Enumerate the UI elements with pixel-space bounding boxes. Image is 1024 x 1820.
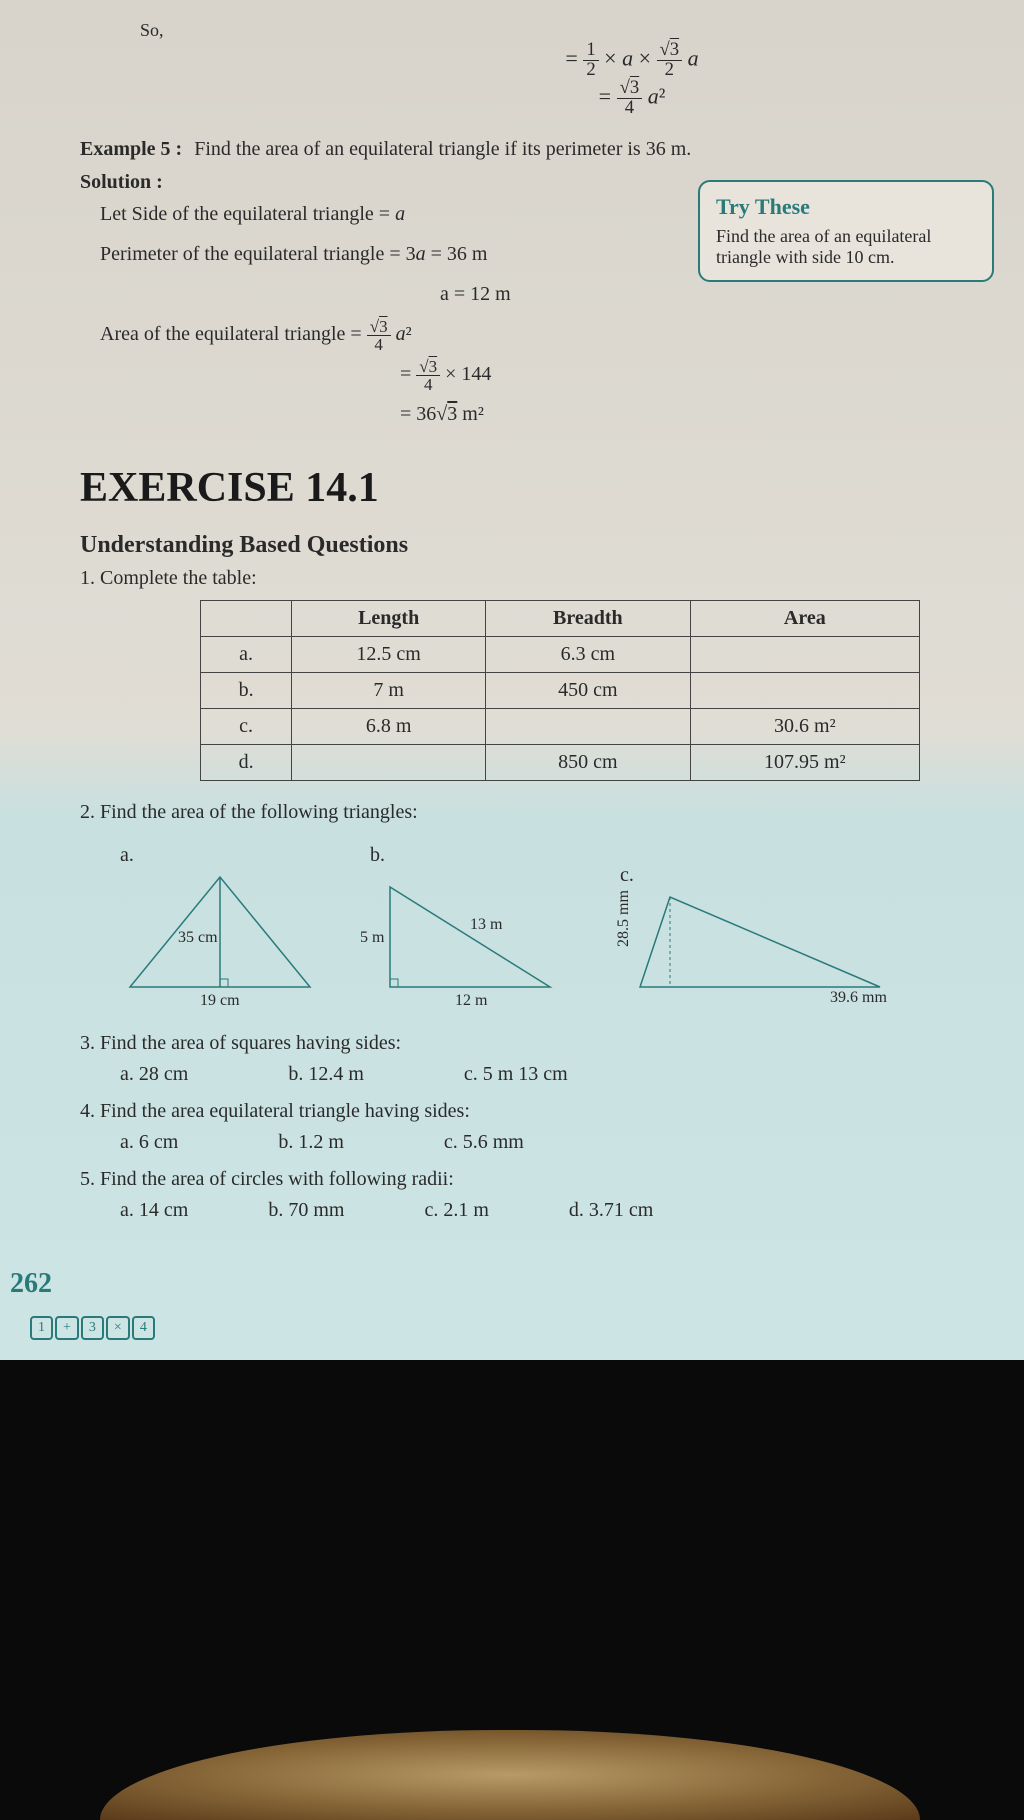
table-row: b. 7 m 450 cm [201,672,920,708]
q2-text: 2. Find the area of the following triang… [80,801,984,824]
q3-opt-a: a. 28 cm [120,1063,188,1086]
q4-opt-a: a. 6 cm [120,1131,178,1154]
table-row: d. 850 cm 107.95 m² [201,744,920,780]
cell [292,744,486,780]
solution-line-6: = 36√3 m² [400,394,984,434]
table-row: c. 6.8 m 30.6 m² [201,708,920,744]
q5-text: 5. Find the area of circles with followi… [80,1168,984,1191]
q3-opt-b: b. 12.4 m [288,1063,364,1086]
triangle-b-svg: 5 m 13 m 12 m [370,867,570,1007]
triangles-row: a. 35 cm 19 cm b. 5 m 13 m 12 m c. [120,844,984,1012]
cell: c. [201,708,292,744]
train-decoration-icon: 1+3×4 [30,1316,155,1340]
q5-opt-b: b. 70 mm [268,1199,344,1222]
cell: 107.95 m² [690,744,919,780]
q4-options: a. 6 cm b. 1.2 m c. 5.6 mm [120,1131,984,1154]
example-5: Example 5 : Find the area of an equilate… [80,138,984,161]
page-number: 262 [10,1268,52,1300]
top-formulas: So, = 12 × a × √32 a = √34 a² [80,20,984,118]
q3-options: a. 28 cm b. 12.4 m c. 5 m 13 cm [120,1063,984,1086]
formula-line-2: = √34 a² [280,79,984,117]
q5-opt-d: d. 3.71 cm [569,1199,653,1222]
tri-a-height: 35 cm [178,929,218,946]
textbook-page: So, = 12 × a × √32 a = √34 a² Example 5 … [0,0,1024,1820]
dark-background-region [0,1360,1024,1820]
formula-block: = 12 × a × √32 a = √34 a² [280,41,984,118]
triangle-b: b. 5 m 13 m 12 m [370,844,570,1012]
triangle-a: a. 35 cm 19 cm [120,844,320,1012]
exercise-title: EXERCISE 14.1 [80,464,984,512]
cell [486,708,691,744]
cell: a. [201,636,292,672]
q4-opt-c: c. 5.6 mm [444,1131,524,1154]
solution-line-4: Area of the equilateral triangle = √34 a… [100,314,984,354]
tri-a-base: 19 cm [200,992,240,1009]
triangle-a-svg: 35 cm 19 cm [120,867,320,1007]
tri-b-label: b. [370,844,570,867]
try-these-text: Find the area of an equilateral triangle… [716,226,976,268]
q3-opt-c: c. 5 m 13 cm [464,1063,568,1086]
q3-text: 3. Find the area of squares having sides… [80,1032,984,1055]
th-area: Area [690,600,919,636]
q1-table: Length Breadth Area a. 12.5 cm 6.3 cm b.… [200,600,920,781]
cell: 850 cm [486,744,691,780]
cell: 450 cm [486,672,691,708]
bread-crust-decoration [100,1730,920,1820]
tri-b-height: 5 m [360,929,385,946]
try-these-title: Try These [716,194,976,220]
tri-c-base: 39.6 mm [830,989,887,1006]
cell: d. [201,744,292,780]
example-label: Example 5 : [80,138,182,160]
so-label: So, [140,20,164,40]
example-prompt: Find the area of an equilateral triangle… [194,138,691,160]
table-row: a. 12.5 cm 6.3 cm [201,636,920,672]
q5-options: a. 14 cm b. 70 mm c. 2.1 m d. 3.71 cm [120,1199,984,1222]
triangle-c: c. 28.5 mm 39.6 mm [620,864,900,1012]
cell: 6.8 m [292,708,486,744]
solution-line-5: = √34 × 144 [400,354,984,394]
cell: 6.3 cm [486,636,691,672]
cell [690,636,919,672]
try-these-box: Try These Find the area of an equilatera… [698,180,994,282]
th-breadth: Breadth [486,600,691,636]
cell: 30.6 m² [690,708,919,744]
tri-c-height: 28.5 mm [615,889,632,946]
cell [690,672,919,708]
understanding-heading: Understanding Based Questions [80,532,984,559]
triangle-c-svg: 28.5 mm 39.6 mm [620,887,900,1007]
cell: b. [201,672,292,708]
th-length: Length [292,600,486,636]
q5-opt-a: a. 14 cm [120,1199,188,1222]
q1-text: 1. Complete the table: [80,567,984,590]
tri-b-base: 12 m [455,992,488,1009]
solution-label: Solution : [80,171,163,193]
cell: 7 m [292,672,486,708]
q4-opt-b: b. 1.2 m [278,1131,344,1154]
tri-b-hyp: 13 m [470,916,503,933]
q4-text: 4. Find the area equilateral triangle ha… [80,1100,984,1123]
table-header-row: Length Breadth Area [201,600,920,636]
tri-a-label: a. [120,844,320,867]
q5-opt-c: c. 2.1 m [424,1199,488,1222]
formula-line-1: = 12 × a × √32 a [280,41,984,79]
cell: 12.5 cm [292,636,486,672]
th-blank [201,600,292,636]
tri-c-label: c. [620,864,900,887]
